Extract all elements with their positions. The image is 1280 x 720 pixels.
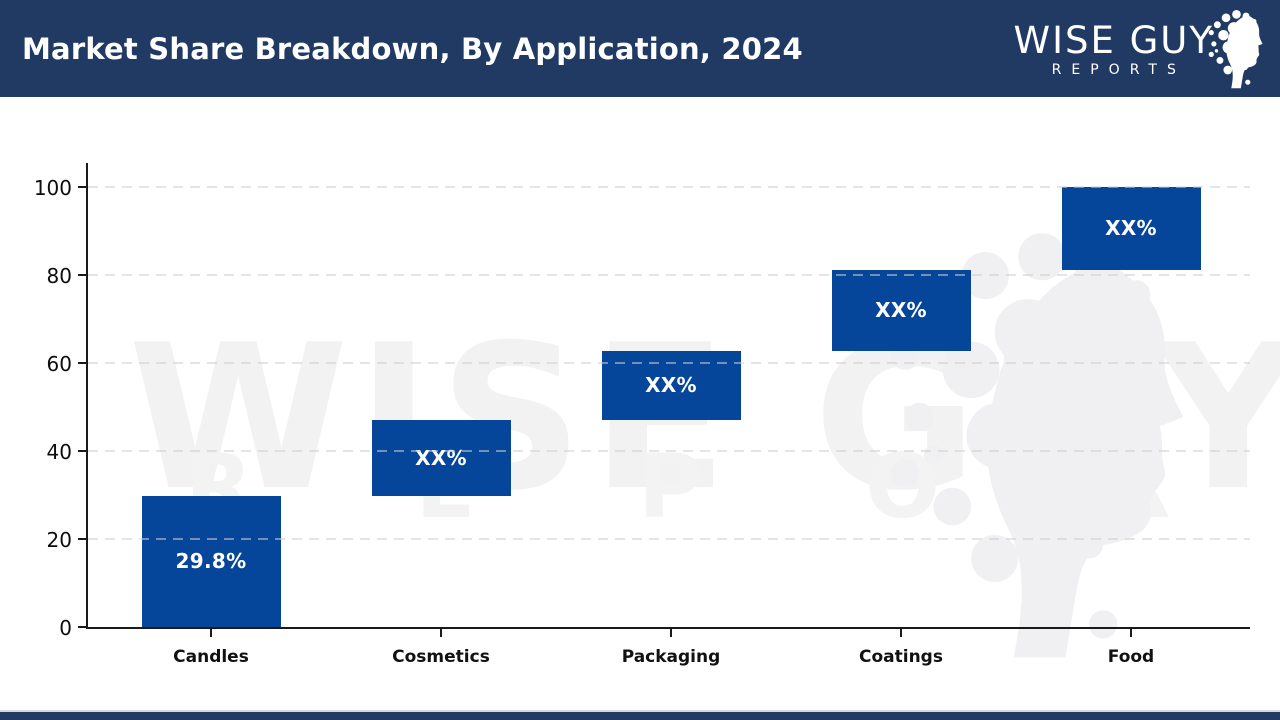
x-tick-candles (210, 629, 212, 637)
x-axis-line (86, 627, 1250, 629)
y-tick-60 (78, 362, 86, 364)
bar-value-label-candles: 29.8% (175, 549, 247, 574)
y-tick-40 (78, 450, 86, 452)
gridline-80 (88, 274, 1250, 276)
bar-value-label-food: XX% (1105, 216, 1157, 241)
x-tick-food (1130, 629, 1132, 637)
x-category-label-food: Food (1107, 647, 1155, 667)
footer-bar (0, 712, 1280, 720)
gridline-60 (88, 362, 1250, 364)
header-bar: Market Share Breakdown, By Application, … (0, 0, 1280, 97)
page-title: Market Share Breakdown, By Application, … (22, 31, 803, 66)
x-tick-cosmetics (440, 629, 442, 637)
y-tick-label-0: 0 (59, 616, 72, 640)
wiseguy-logo: WISE GUY REPORTS (1014, 10, 1266, 90)
x-category-label-packaging: Packaging (621, 647, 721, 667)
logo-subtitle: REPORTS (1051, 62, 1186, 79)
plot-area: 0 20 40 60 80 100 29.8% Candles XX% Cosmetics XX% P… (34, 163, 1250, 667)
y-tick-label-60: 60 (46, 352, 72, 376)
y-tick-label-80: 80 (46, 264, 72, 288)
y-tick-100 (78, 186, 86, 188)
bar-value-label-coatings: XX% (875, 298, 927, 323)
bar-coatings: XX% (831, 269, 971, 351)
gridline-40 (88, 450, 1250, 452)
x-tick-packaging (670, 629, 672, 637)
y-tick-0 (78, 626, 86, 628)
y-tick-20 (78, 538, 86, 540)
wiseguy-logo-text: WISE GUY REPORTS (1013, 18, 1214, 79)
bar-cosmetics: XX% (371, 420, 511, 496)
y-tick-label-40: 40 (46, 440, 72, 464)
y-tick-label-100: 100 (33, 176, 72, 200)
y-axis-line (86, 163, 88, 629)
y-tick-label-20: 20 (46, 528, 72, 552)
x-tick-coatings (900, 629, 902, 637)
y-tick-80 (78, 274, 86, 276)
wiseguy-face-icon (1208, 10, 1263, 89)
gridline-20 (88, 538, 1250, 540)
bar-value-label-packaging: XX% (645, 373, 697, 398)
logo-wordmark: WISE GUY (1013, 18, 1214, 62)
x-category-label-candles: Candles (173, 647, 249, 667)
chart-canvas: WISE GUY R E P O R T S 02040608010029.8%… (0, 97, 1280, 712)
x-category-label-coatings: Coatings (859, 647, 943, 667)
bar-candles: 29.8% (141, 495, 281, 627)
gridline-100 (88, 186, 1250, 188)
bar-food: XX% (1061, 187, 1201, 270)
x-category-label-cosmetics: Cosmetics (392, 647, 490, 667)
